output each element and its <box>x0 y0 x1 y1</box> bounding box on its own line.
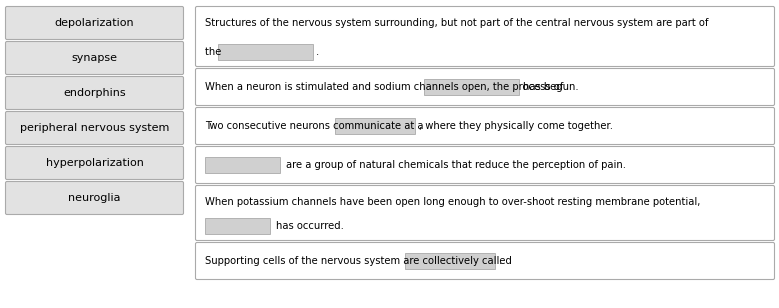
FancyBboxPatch shape <box>196 185 774 241</box>
FancyBboxPatch shape <box>5 6 184 39</box>
Text: hyperpolarization: hyperpolarization <box>45 158 143 168</box>
Text: neuroglia: neuroglia <box>69 193 121 203</box>
FancyBboxPatch shape <box>196 147 774 184</box>
Bar <box>217 44 312 60</box>
FancyBboxPatch shape <box>196 242 774 279</box>
Text: When potassium channels have been open long enough to over-shoot resting membran: When potassium channels have been open l… <box>205 197 700 207</box>
FancyBboxPatch shape <box>196 6 774 67</box>
Text: are a group of natural chemicals that reduce the perception of pain.: are a group of natural chemicals that re… <box>286 160 626 170</box>
Bar <box>205 157 280 173</box>
FancyBboxPatch shape <box>5 42 184 75</box>
Text: , where they physically come together.: , where they physically come together. <box>419 121 613 131</box>
FancyBboxPatch shape <box>196 68 774 106</box>
Bar <box>424 79 519 95</box>
Text: When a neuron is stimulated and sodium channels open, the process of: When a neuron is stimulated and sodium c… <box>205 82 566 92</box>
FancyBboxPatch shape <box>5 147 184 180</box>
Text: depolarization: depolarization <box>55 18 134 28</box>
Bar <box>335 118 415 134</box>
Text: .: . <box>315 47 319 57</box>
Text: has begun.: has begun. <box>523 82 578 92</box>
Text: peripheral nervous system: peripheral nervous system <box>19 123 169 133</box>
FancyBboxPatch shape <box>5 181 184 214</box>
Bar <box>404 253 495 269</box>
Text: the: the <box>205 47 224 57</box>
Text: synapse: synapse <box>72 53 118 63</box>
Text: Two consecutive neurons communicate at a: Two consecutive neurons communicate at a <box>205 121 427 131</box>
FancyBboxPatch shape <box>5 76 184 110</box>
Bar <box>205 218 270 234</box>
Text: has occurred.: has occurred. <box>276 221 344 231</box>
FancyBboxPatch shape <box>5 111 184 144</box>
Text: Supporting cells of the nervous system are collectively called: Supporting cells of the nervous system a… <box>205 256 515 266</box>
FancyBboxPatch shape <box>196 107 774 144</box>
Text: Structures of the nervous system surrounding, but not part of the central nervou: Structures of the nervous system surroun… <box>205 18 708 28</box>
Text: endorphins: endorphins <box>63 88 126 98</box>
Text: .: . <box>499 256 502 266</box>
